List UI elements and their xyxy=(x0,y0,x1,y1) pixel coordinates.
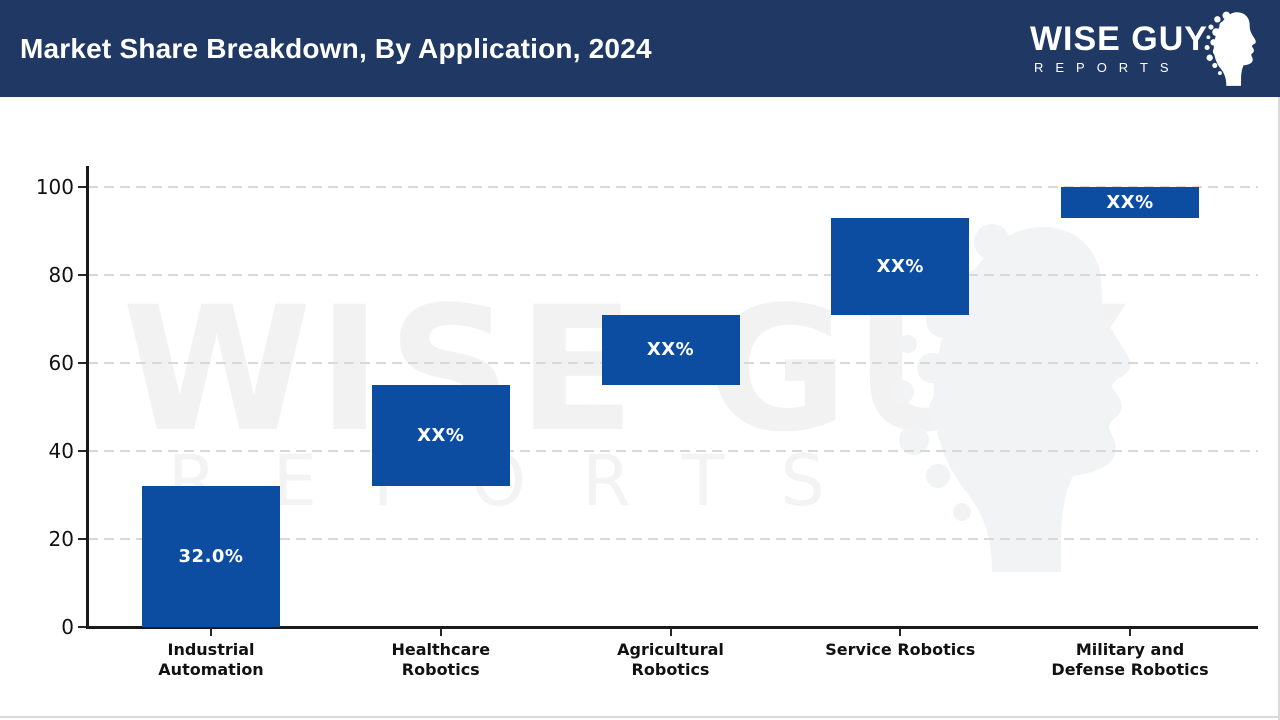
x-axis-tick xyxy=(210,628,212,636)
bar-military-and: XX% xyxy=(1061,187,1199,218)
y-axis-tick-label: 60 xyxy=(48,351,74,375)
bar-value-label: XX% xyxy=(1106,191,1154,213)
y-axis-tick-label: 100 xyxy=(35,175,74,199)
y-axis-tick xyxy=(78,274,86,276)
gridline-20 xyxy=(88,538,1258,540)
y-axis-tick xyxy=(78,538,86,540)
y-axis-tick-label: 40 xyxy=(48,439,74,463)
gridline-80 xyxy=(88,274,1258,276)
y-axis-tick-label: 20 xyxy=(48,527,74,551)
x-axis-label: Healthcare Robotics xyxy=(391,640,491,679)
x-axis-tick xyxy=(1129,628,1131,636)
bar-value-label: XX% xyxy=(876,255,924,277)
logo-wordmark: WISE GUY xyxy=(1029,20,1208,58)
x-axis-label: Service Robotics xyxy=(825,640,976,659)
bar-value-label: XX% xyxy=(417,425,465,447)
bar-value-label: XX% xyxy=(646,339,695,361)
bar-agricultural: XX% xyxy=(601,314,740,385)
x-axis-label: Industrial Automation xyxy=(158,640,264,679)
logo-face-icon xyxy=(1204,11,1256,86)
y-axis-line xyxy=(86,166,89,629)
y-axis-tick xyxy=(78,626,86,628)
y-axis-tick-label: 0 xyxy=(61,615,74,639)
bar-service-robotics: XX% xyxy=(831,217,970,315)
x-axis-label: Military and Defense Robotics xyxy=(1051,640,1209,679)
bar-industrial: 32.0% xyxy=(142,486,280,627)
x-axis-tick xyxy=(669,628,672,636)
x-axis-label: Agricultural Robotics xyxy=(617,640,724,679)
y-axis-tick xyxy=(78,362,86,364)
frame-border-bottom xyxy=(0,716,1280,718)
frame-border-right xyxy=(1278,97,1280,720)
gridline-40 xyxy=(88,450,1258,452)
gridline-100 xyxy=(88,186,1258,188)
chart-title: Market Share Breakdown, By Application, … xyxy=(20,32,652,64)
brand-logo: WISE GUY REPORTS xyxy=(1030,11,1266,86)
bar-healthcare: XX% xyxy=(371,385,510,487)
logo-text: WISE GUY REPORTS xyxy=(1030,22,1208,75)
y-axis-tick xyxy=(78,450,86,452)
y-axis-tick-label: 80 xyxy=(48,263,74,287)
header-bar: Market Share Breakdown, By Application, … xyxy=(0,0,1280,97)
x-axis-line xyxy=(86,626,1258,629)
logo-subtext: REPORTS xyxy=(1033,60,1181,75)
x-axis-tick xyxy=(899,628,902,636)
y-axis-tick xyxy=(78,186,86,188)
bar-value-label: 32.0% xyxy=(178,546,244,568)
x-axis-tick xyxy=(439,628,442,636)
